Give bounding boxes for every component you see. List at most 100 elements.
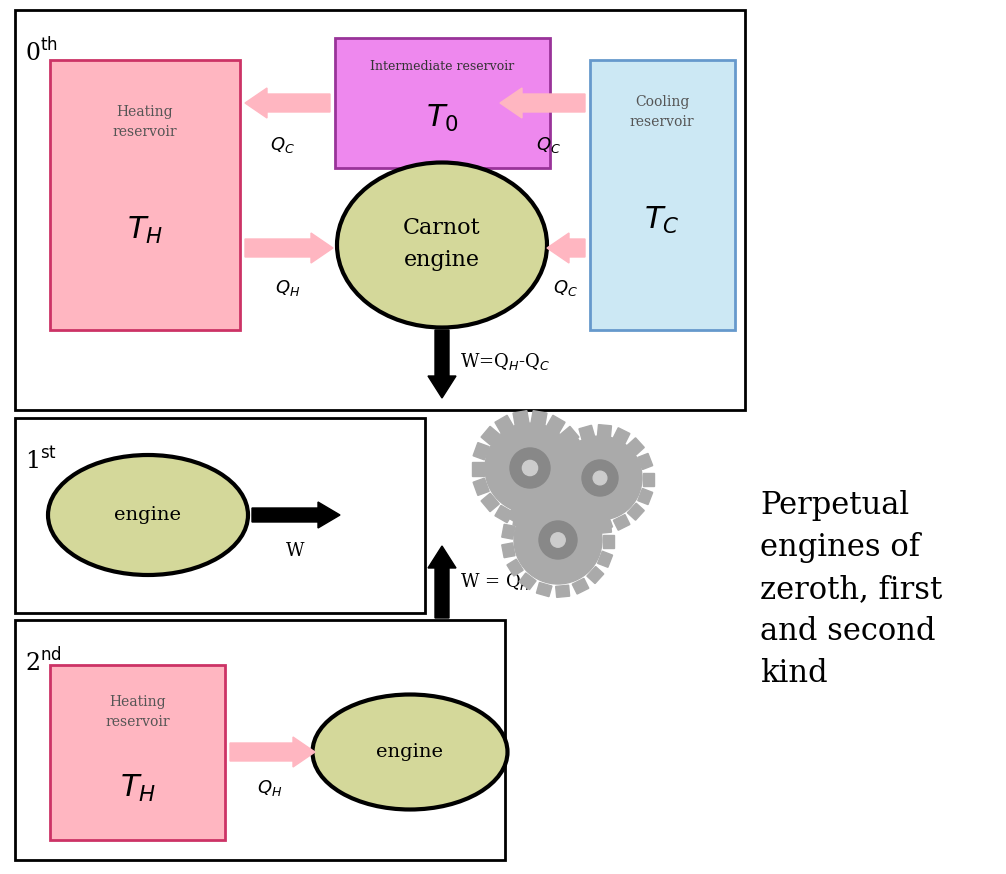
- Bar: [481, 427, 499, 445]
- Text: $Q_C$: $Q_C$: [535, 135, 560, 155]
- Bar: [638, 454, 653, 469]
- FancyArrow shape: [230, 737, 315, 767]
- FancyArrow shape: [547, 233, 585, 263]
- Circle shape: [510, 448, 550, 488]
- Bar: [536, 582, 552, 597]
- Bar: [550, 445, 566, 461]
- FancyBboxPatch shape: [50, 60, 240, 330]
- Text: $Q_H$: $Q_H$: [258, 778, 283, 798]
- Text: W=Q$_H$-Q$_C$: W=Q$_H$-Q$_C$: [460, 351, 550, 372]
- FancyArrow shape: [245, 233, 333, 263]
- Bar: [628, 503, 644, 520]
- Text: $Q_C$: $Q_C$: [270, 135, 295, 155]
- Bar: [576, 462, 588, 476]
- FancyArrow shape: [252, 502, 340, 528]
- Bar: [560, 493, 578, 511]
- Text: W: W: [286, 542, 304, 560]
- Text: $T_H$: $T_H$: [127, 214, 163, 246]
- FancyBboxPatch shape: [15, 418, 425, 613]
- Text: Intermediate reservoir: Intermediate reservoir: [370, 60, 514, 73]
- Text: engine: engine: [376, 743, 444, 761]
- Bar: [513, 411, 529, 425]
- Ellipse shape: [313, 695, 507, 809]
- Text: $T_H$: $T_H$: [120, 773, 156, 803]
- Text: reservoir: reservoir: [113, 125, 177, 139]
- Bar: [555, 586, 569, 597]
- Circle shape: [558, 436, 642, 520]
- Bar: [614, 515, 630, 531]
- Bar: [562, 432, 579, 448]
- Ellipse shape: [337, 163, 547, 328]
- Bar: [473, 478, 489, 496]
- Bar: [519, 492, 536, 509]
- Text: $Q_H$: $Q_H$: [276, 278, 301, 298]
- FancyArrow shape: [428, 546, 456, 618]
- Bar: [531, 513, 547, 527]
- Text: engine: engine: [404, 249, 480, 271]
- Bar: [598, 515, 613, 531]
- FancyArrow shape: [428, 330, 456, 398]
- Bar: [555, 485, 569, 496]
- Text: reservoir: reservoir: [630, 115, 694, 129]
- Bar: [643, 473, 654, 485]
- Bar: [570, 478, 586, 496]
- Circle shape: [594, 471, 607, 485]
- Text: 2$^{\mathsf{nd}}$: 2$^{\mathsf{nd}}$: [25, 648, 61, 676]
- Text: $T_C$: $T_C$: [644, 205, 680, 236]
- Ellipse shape: [48, 455, 248, 575]
- Text: zeroth, first: zeroth, first: [760, 574, 943, 605]
- Bar: [628, 438, 644, 454]
- Bar: [614, 427, 630, 443]
- Bar: [531, 411, 547, 425]
- Bar: [603, 535, 614, 547]
- FancyBboxPatch shape: [15, 620, 505, 860]
- Text: $Q_C$: $Q_C$: [552, 278, 577, 298]
- Bar: [536, 485, 552, 500]
- Bar: [572, 579, 589, 594]
- Circle shape: [539, 521, 577, 559]
- Bar: [547, 415, 565, 433]
- FancyBboxPatch shape: [15, 10, 745, 410]
- Text: and second: and second: [760, 616, 936, 647]
- Circle shape: [582, 460, 618, 496]
- Bar: [519, 573, 536, 590]
- Circle shape: [522, 461, 537, 475]
- Bar: [495, 505, 513, 523]
- Bar: [586, 566, 604, 584]
- Circle shape: [514, 496, 602, 584]
- Bar: [513, 513, 529, 527]
- Bar: [570, 442, 586, 460]
- Text: 0$^{\mathsf{th}}$: 0$^{\mathsf{th}}$: [25, 38, 58, 66]
- Text: Cooling: Cooling: [635, 95, 689, 109]
- Text: reservoir: reservoir: [106, 715, 170, 729]
- Text: 1$^{\mathsf{st}}$: 1$^{\mathsf{st}}$: [25, 448, 57, 475]
- Bar: [579, 518, 595, 533]
- Bar: [495, 415, 513, 433]
- FancyArrow shape: [245, 88, 330, 118]
- Bar: [481, 493, 499, 511]
- Text: Heating: Heating: [117, 105, 173, 119]
- Bar: [550, 496, 566, 513]
- FancyBboxPatch shape: [50, 665, 225, 840]
- Circle shape: [550, 533, 565, 547]
- Text: engines of: engines of: [760, 532, 920, 563]
- Bar: [502, 543, 515, 558]
- Bar: [598, 551, 613, 567]
- FancyBboxPatch shape: [590, 60, 735, 330]
- Bar: [507, 506, 523, 523]
- Bar: [560, 427, 578, 445]
- Bar: [545, 462, 559, 477]
- Bar: [473, 442, 489, 460]
- Text: Heating: Heating: [110, 695, 166, 709]
- Text: $T_0$: $T_0$: [426, 102, 459, 134]
- Circle shape: [485, 423, 575, 513]
- Bar: [638, 489, 653, 504]
- Bar: [598, 521, 612, 533]
- Text: Perpetual: Perpetual: [760, 490, 909, 521]
- FancyBboxPatch shape: [335, 38, 550, 168]
- Bar: [586, 498, 604, 516]
- Bar: [507, 559, 523, 576]
- Bar: [562, 510, 579, 526]
- Bar: [545, 481, 559, 496]
- Bar: [502, 524, 515, 539]
